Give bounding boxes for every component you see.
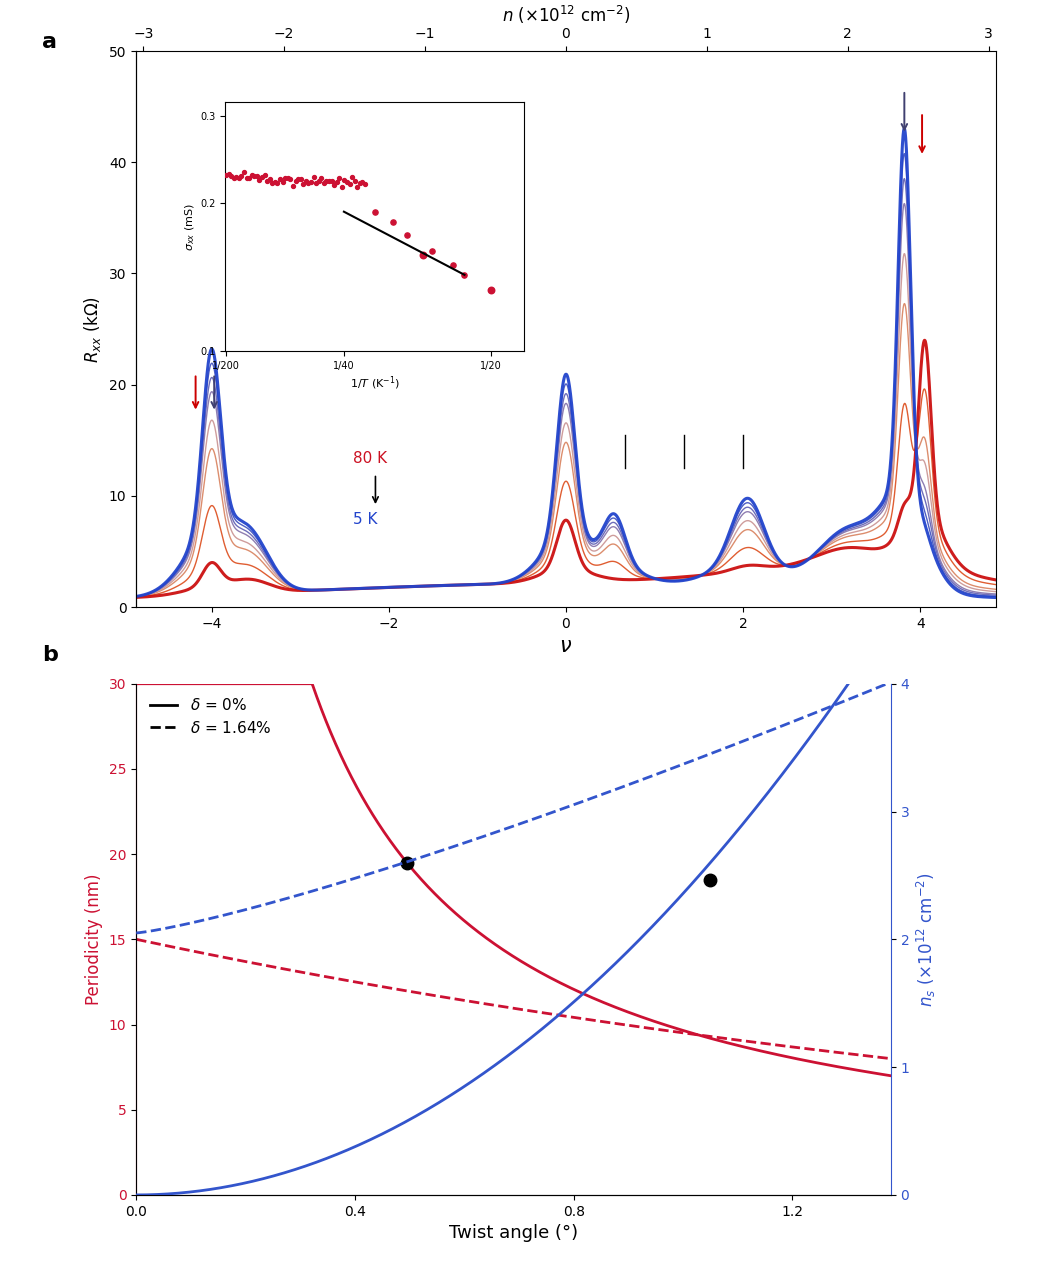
- Point: [271, 169, 288, 189]
- Point: [346, 170, 363, 190]
- Point: [287, 170, 304, 190]
- Point: [236, 162, 253, 183]
- Point: [323, 171, 340, 192]
- Text: a: a: [42, 32, 57, 52]
- Point: [292, 169, 309, 189]
- Point: [243, 165, 260, 185]
- Point: [241, 167, 258, 188]
- Point: [305, 167, 322, 188]
- Point: [349, 176, 366, 197]
- Point: [483, 280, 500, 300]
- Point: [252, 170, 268, 190]
- Point: [261, 169, 278, 189]
- Point: [444, 254, 461, 275]
- Point: [313, 167, 330, 188]
- Point: [356, 174, 373, 194]
- Point: [342, 174, 358, 194]
- Point: [282, 169, 299, 189]
- Y-axis label: $R_{xx}$ (k$\Omega$): $R_{xx}$ (k$\Omega$): [83, 295, 104, 363]
- Point: [336, 170, 353, 190]
- Point: [246, 165, 263, 185]
- Point: [298, 171, 314, 192]
- Point: [415, 244, 432, 265]
- X-axis label: Twist angle (°): Twist angle (°): [449, 1224, 578, 1242]
- Point: [248, 166, 265, 187]
- Point: [285, 176, 302, 197]
- Point: [328, 171, 345, 192]
- Point: [367, 202, 384, 222]
- Point: [333, 176, 350, 197]
- Point: [218, 165, 235, 185]
- Point: [231, 169, 247, 189]
- Point: [354, 171, 371, 192]
- Point: [315, 173, 332, 193]
- Point: [220, 164, 237, 184]
- Point: [228, 166, 245, 187]
- Point: [225, 167, 242, 188]
- Y-axis label: $n_s$ ($\times$10$^{12}$ cm$^{-2}$): $n_s$ ($\times$10$^{12}$ cm$^{-2}$): [915, 872, 938, 1007]
- Point: [269, 174, 286, 194]
- X-axis label: $\nu$: $\nu$: [560, 636, 572, 657]
- Point: [331, 167, 348, 188]
- Point: [339, 171, 355, 192]
- Point: [275, 171, 291, 192]
- Point: [300, 173, 316, 193]
- Point: [294, 174, 311, 194]
- Point: [326, 175, 343, 196]
- Y-axis label: Periodicity (nm): Periodicity (nm): [85, 874, 104, 1005]
- Point: [223, 166, 240, 187]
- Point: [264, 173, 281, 193]
- Point: [266, 171, 283, 192]
- Point: [321, 171, 337, 192]
- Point: [277, 167, 293, 188]
- X-axis label: $n$ ($\times$10$^{12}$ cm$^{-2}$): $n$ ($\times$10$^{12}$ cm$^{-2}$): [502, 4, 630, 26]
- Text: 5 K: 5 K: [353, 511, 377, 527]
- Legend: $\delta$ = 0%, $\delta$ = 1.64%: $\delta$ = 0%, $\delta$ = 1.64%: [144, 691, 278, 741]
- Point: [233, 165, 249, 185]
- Point: [259, 171, 276, 192]
- Text: 80 K: 80 K: [353, 451, 388, 465]
- Point: [238, 167, 255, 188]
- Point: [310, 170, 327, 190]
- Point: [344, 166, 361, 187]
- Point: [398, 225, 415, 245]
- Point: [351, 173, 368, 193]
- X-axis label: 1/$T$ (K$^{-1}$): 1/$T$ (K$^{-1}$): [350, 374, 399, 391]
- Text: b: b: [42, 645, 58, 666]
- Point: [280, 167, 297, 188]
- Y-axis label: $\sigma_{xx}$ (mS): $\sigma_{xx}$ (mS): [183, 203, 197, 250]
- Point: [424, 240, 441, 261]
- Point: [385, 212, 401, 233]
- Point: [318, 171, 334, 192]
- Point: [289, 169, 306, 189]
- Point: [254, 167, 270, 188]
- Point: [308, 173, 325, 193]
- Point: [456, 265, 473, 285]
- Point: [303, 173, 320, 193]
- Point: [257, 165, 274, 185]
